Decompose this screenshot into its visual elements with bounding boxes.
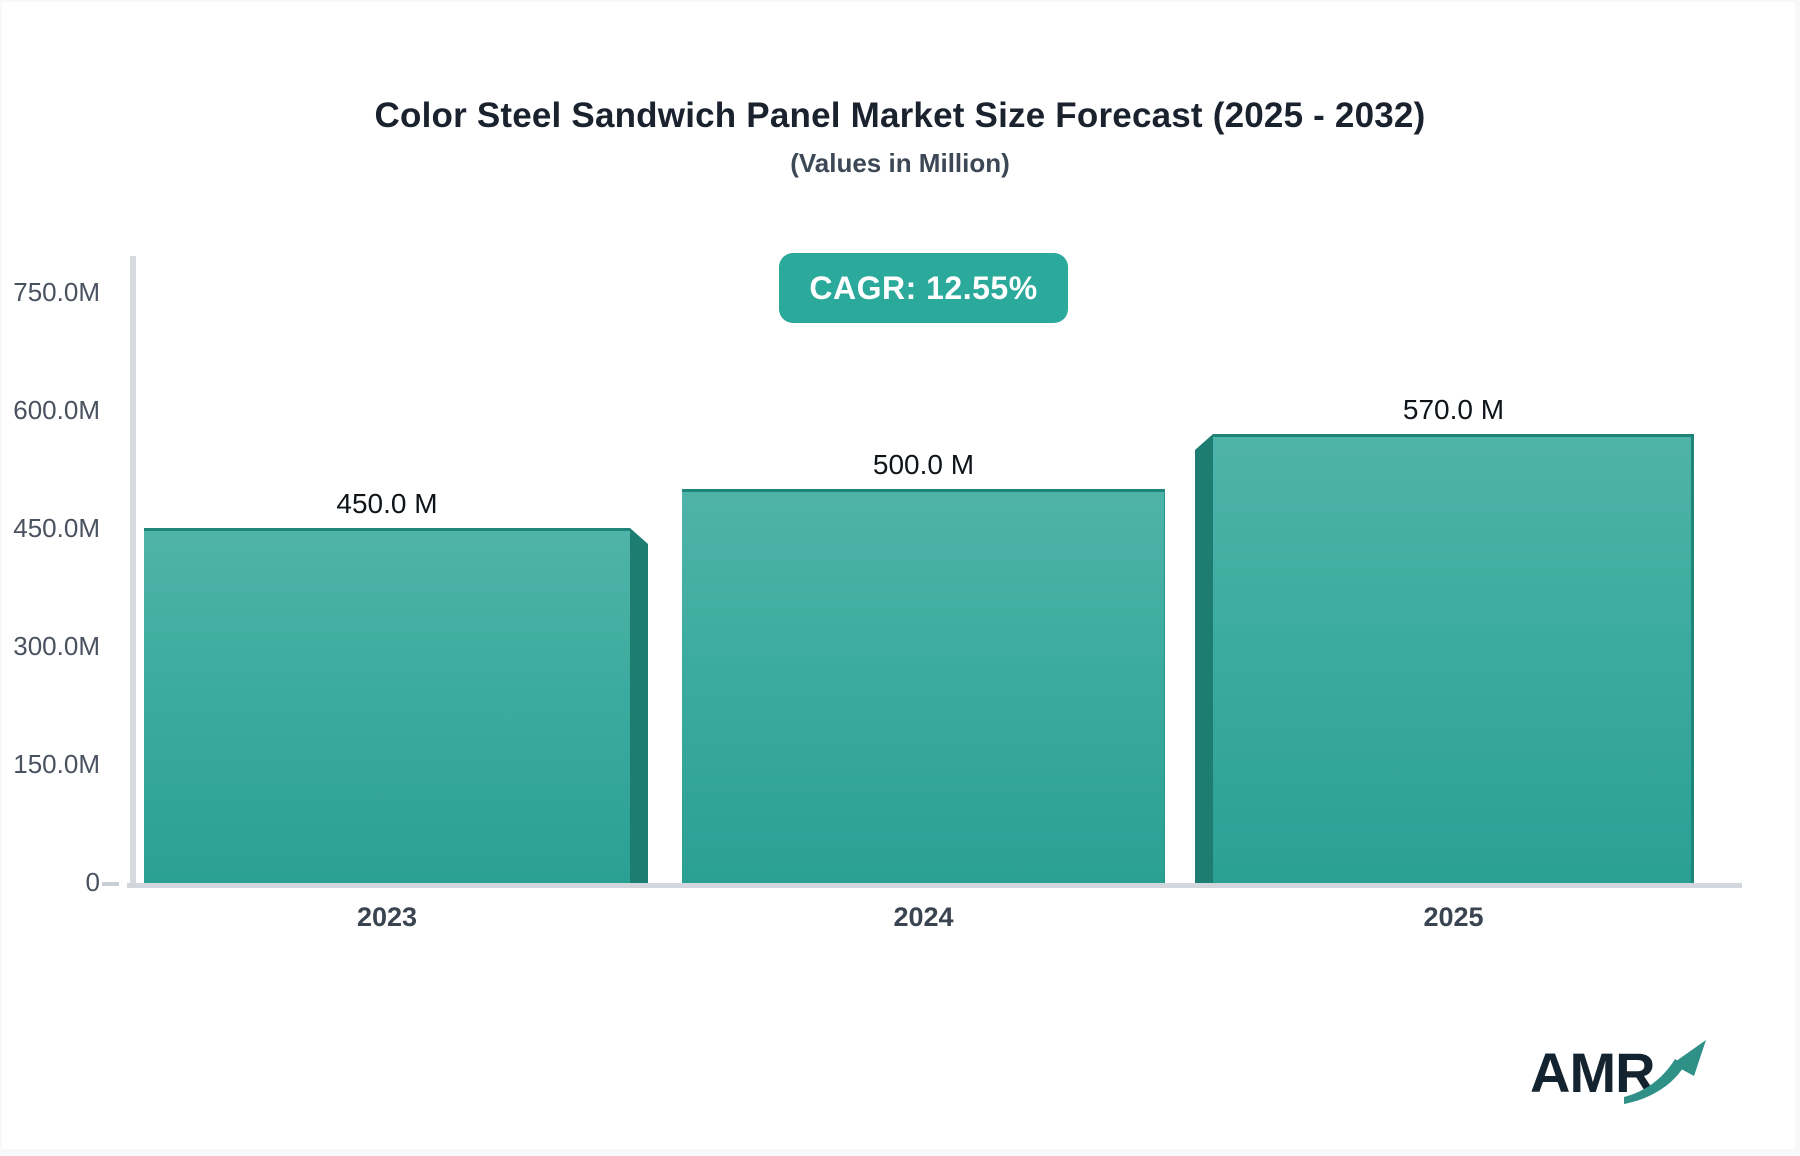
y-tick-label-300: 300.0M [13,631,100,661]
growth-arrow-icon [1624,1040,1706,1104]
bar-2024: 500.0 M [682,449,1165,883]
chart-subtitle: (Values in Million) [790,148,1010,178]
x-axis-line [127,883,1742,888]
cagr-badge-label: CAGR: 12.55% [809,269,1038,306]
y-tick-label-750: 750.0M [13,277,100,307]
bar-value-label-2024: 500.0 M [872,449,975,480]
bar-face-2023 [144,528,630,883]
x-axis-label-2025: 2025 [1423,902,1484,932]
bar-2023: 450.0 M [144,488,648,883]
chart-title: Color Steel Sandwich Panel Market Size F… [374,96,1426,135]
bar-3d-side-2025 [1195,434,1213,883]
x-axis-label-2024: 2024 [893,902,954,932]
bar-value-label-2025: 570.0 M [1402,394,1505,425]
y-axis-line [130,256,136,887]
y-tick-label-0: 0 [85,867,100,897]
y-tick-label-150: 150.0M [13,749,100,779]
cagr-badge: CAGR: 12.55% [779,253,1068,323]
y-tick-label-450: 450.0M [13,513,100,543]
y-tick-label-600: 600.0M [13,395,100,425]
amr-logo: AMR [1530,1036,1720,1116]
x-axis-label-2023: 2023 [356,902,418,932]
bar-value-label-2023: 450.0 M [336,488,438,519]
bar-2025: 570.0 M [1195,394,1694,883]
amr-logo-text: AMR [1530,1041,1656,1104]
zero-tick-mark [102,882,119,886]
bar-3d-side-2023 [630,528,648,883]
bar-face-2025 [1213,434,1694,883]
bar-face-2024 [682,489,1165,883]
